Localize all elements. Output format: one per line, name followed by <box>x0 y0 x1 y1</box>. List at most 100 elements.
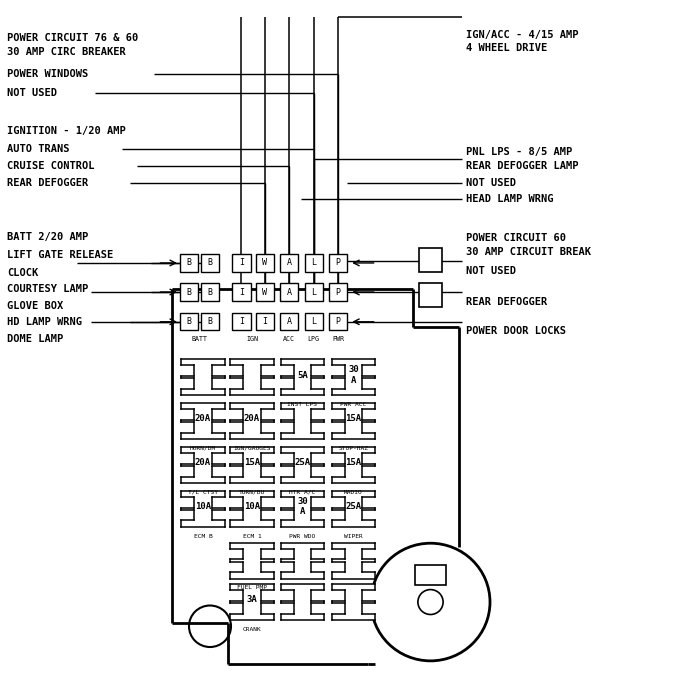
Text: NOT USED: NOT USED <box>466 266 515 276</box>
Bar <box>419 248 442 272</box>
Text: POWER CIRCUIT 76 & 60: POWER CIRCUIT 76 & 60 <box>7 33 139 43</box>
Bar <box>181 447 225 483</box>
Bar <box>332 584 375 620</box>
Text: B: B <box>186 317 192 327</box>
Bar <box>281 543 324 579</box>
Text: FUEL PMP: FUEL PMP <box>237 585 267 590</box>
Text: I: I <box>262 317 267 327</box>
Text: 20A: 20A <box>244 414 260 424</box>
Bar <box>201 284 219 300</box>
Text: NOT USED: NOT USED <box>7 88 57 98</box>
Text: W: W <box>262 287 267 297</box>
Text: RADIO: RADIO <box>344 490 363 495</box>
Bar <box>304 284 323 300</box>
Text: 3A: 3A <box>246 595 258 605</box>
Text: AUTO TRANS: AUTO TRANS <box>7 145 69 154</box>
Text: IGN: IGN <box>246 336 258 342</box>
Text: INST LPS: INST LPS <box>288 402 317 407</box>
Text: P: P <box>335 317 341 327</box>
Text: NOT USED: NOT USED <box>466 178 515 188</box>
Bar <box>281 491 324 527</box>
Text: 20A: 20A <box>195 414 211 424</box>
Text: 10A: 10A <box>244 502 260 511</box>
Bar <box>256 284 274 300</box>
Text: GLOVE BOX: GLOVE BOX <box>7 301 63 311</box>
Text: LIFT GATE RELEASE: LIFT GATE RELEASE <box>7 251 113 260</box>
Text: L: L <box>311 287 316 297</box>
Bar <box>332 543 375 579</box>
Text: B: B <box>186 258 192 268</box>
Bar <box>181 491 225 527</box>
Text: A: A <box>286 258 292 268</box>
Text: I: I <box>239 258 244 268</box>
Text: LPG: LPG <box>307 336 320 342</box>
Bar <box>180 313 198 330</box>
Text: 30 AMP CIRCUIT BREAK: 30 AMP CIRCUIT BREAK <box>466 247 591 257</box>
Text: I: I <box>239 287 244 297</box>
Bar <box>304 313 323 330</box>
Bar <box>281 359 324 395</box>
Text: DOME LAMP: DOME LAMP <box>7 334 63 344</box>
Bar <box>332 447 375 483</box>
Bar <box>230 403 274 439</box>
Text: PWR: PWR <box>332 336 344 342</box>
Bar <box>230 584 274 620</box>
Text: REAR DEFOGGER LAMP: REAR DEFOGGER LAMP <box>466 161 578 171</box>
Text: PWR WDO: PWR WDO <box>289 534 316 538</box>
Bar <box>280 313 298 330</box>
Text: 4 WHEEL DRIVE: 4 WHEEL DRIVE <box>466 44 547 53</box>
Bar <box>332 491 375 527</box>
Bar <box>329 254 347 271</box>
Bar <box>181 359 225 395</box>
Text: IGN/GAUGES: IGN/GAUGES <box>233 446 271 450</box>
Text: T/L CTSY: T/L CTSY <box>188 490 218 495</box>
Bar <box>281 447 324 483</box>
Text: A: A <box>286 287 292 297</box>
Text: HD LAMP WRNG: HD LAMP WRNG <box>7 318 82 327</box>
Text: STOP-HAZ: STOP-HAZ <box>339 446 368 450</box>
Text: P: P <box>335 258 341 268</box>
Text: CRUISE CONTROL: CRUISE CONTROL <box>7 161 94 171</box>
Bar <box>230 543 274 579</box>
Bar <box>232 284 251 300</box>
Bar <box>281 584 324 620</box>
Text: REAR DEFOGGER: REAR DEFOGGER <box>7 178 88 188</box>
Text: HORN/DM: HORN/DM <box>190 446 216 450</box>
Text: POWER DOOR LOCKS: POWER DOOR LOCKS <box>466 326 566 336</box>
Bar <box>329 313 347 330</box>
Text: IGN/ACC - 4/15 AMP: IGN/ACC - 4/15 AMP <box>466 30 578 39</box>
Text: 15A: 15A <box>345 458 362 468</box>
Text: P: P <box>335 287 341 297</box>
Text: B: B <box>207 287 213 297</box>
Bar <box>232 313 251 330</box>
Text: 30
A: 30 A <box>297 497 308 516</box>
Text: CLOCK: CLOCK <box>7 268 38 277</box>
Bar <box>232 254 251 271</box>
Text: BATT 2/20 AMP: BATT 2/20 AMP <box>7 233 88 242</box>
Text: REAR DEFOGGER: REAR DEFOGGER <box>466 297 547 307</box>
Bar <box>304 254 323 271</box>
Bar <box>180 254 198 271</box>
Text: PWR ACC: PWR ACC <box>340 402 367 407</box>
Bar <box>256 313 274 330</box>
Text: 30
A: 30 A <box>348 365 359 385</box>
Bar <box>280 284 298 300</box>
Text: 15A: 15A <box>345 414 362 424</box>
Text: 25A: 25A <box>345 502 362 511</box>
Bar <box>230 491 274 527</box>
Bar <box>230 447 274 483</box>
Text: ECM B: ECM B <box>194 534 212 538</box>
Bar <box>201 254 219 271</box>
Bar <box>280 254 298 271</box>
Bar <box>181 403 225 439</box>
Text: COURTESY LAMP: COURTESY LAMP <box>7 284 88 294</box>
Text: 15A: 15A <box>244 458 260 468</box>
Text: ACC: ACC <box>283 336 295 342</box>
Bar <box>332 403 375 439</box>
Bar <box>180 284 198 300</box>
Text: BATT: BATT <box>192 336 207 342</box>
Bar <box>256 254 274 271</box>
Text: IGNITION - 1/20 AMP: IGNITION - 1/20 AMP <box>7 127 126 136</box>
Text: I: I <box>239 317 244 327</box>
Text: POWER WINDOWS: POWER WINDOWS <box>7 69 88 79</box>
